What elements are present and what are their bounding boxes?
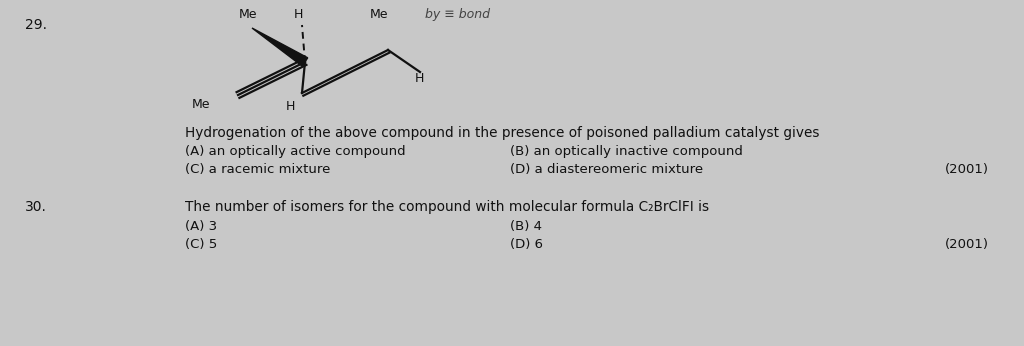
Text: (D) a diastereomeric mixture: (D) a diastereomeric mixture: [510, 163, 703, 176]
Text: Me: Me: [193, 98, 211, 111]
Text: 30.: 30.: [25, 200, 47, 214]
Text: (2001): (2001): [945, 163, 989, 176]
Text: (A) 3: (A) 3: [185, 220, 217, 233]
Text: (B) an optically inactive compound: (B) an optically inactive compound: [510, 145, 742, 158]
Text: (2001): (2001): [945, 238, 989, 251]
Text: Hydrogenation of the above compound in the presence of poisoned palladium cataly: Hydrogenation of the above compound in t…: [185, 126, 819, 140]
Text: (A) an optically active compound: (A) an optically active compound: [185, 145, 406, 158]
Text: The number of isomers for the compound with molecular formula C₂BrClFI is: The number of isomers for the compound w…: [185, 200, 710, 214]
Text: by ≡ bond: by ≡ bond: [425, 8, 490, 21]
Text: 29.: 29.: [25, 18, 47, 32]
Text: (D) 6: (D) 6: [510, 238, 543, 251]
Text: H: H: [415, 72, 424, 85]
Text: H: H: [294, 8, 303, 21]
Text: (C) 5: (C) 5: [185, 238, 217, 251]
Text: Me: Me: [239, 8, 257, 21]
Text: H: H: [286, 100, 295, 113]
Text: Me: Me: [370, 8, 388, 21]
Text: (B) 4: (B) 4: [510, 220, 542, 233]
Polygon shape: [252, 28, 307, 66]
Text: (C) a racemic mixture: (C) a racemic mixture: [185, 163, 331, 176]
